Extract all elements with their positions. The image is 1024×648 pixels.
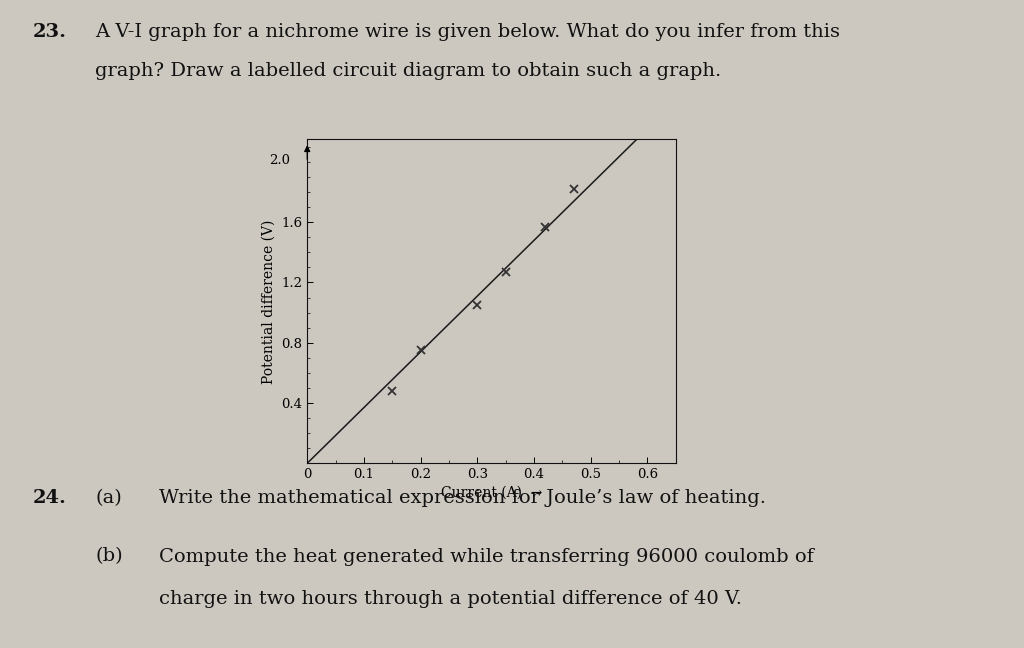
Text: charge in two hours through a potential difference of 40 V.: charge in two hours through a potential … [159, 590, 741, 608]
Text: (a): (a) [95, 489, 122, 507]
Text: Write the mathematical expression for Joule’s law of heating.: Write the mathematical expression for Jo… [159, 489, 766, 507]
Text: 2.0: 2.0 [269, 154, 290, 167]
Text: graph? Draw a labelled circuit diagram to obtain such a graph.: graph? Draw a labelled circuit diagram t… [95, 62, 722, 80]
X-axis label: Current (A)  →: Current (A) → [441, 485, 542, 500]
Text: (b): (b) [95, 548, 123, 566]
Text: 24.: 24. [33, 489, 67, 507]
Y-axis label: Potential difference (V): Potential difference (V) [262, 219, 275, 384]
Text: A V-I graph for a nichrome wire is given below. What do you infer from this: A V-I graph for a nichrome wire is given… [95, 23, 841, 41]
Text: 23.: 23. [33, 23, 67, 41]
Text: Compute the heat generated while transferring 96000 coulomb of: Compute the heat generated while transfe… [159, 548, 814, 566]
